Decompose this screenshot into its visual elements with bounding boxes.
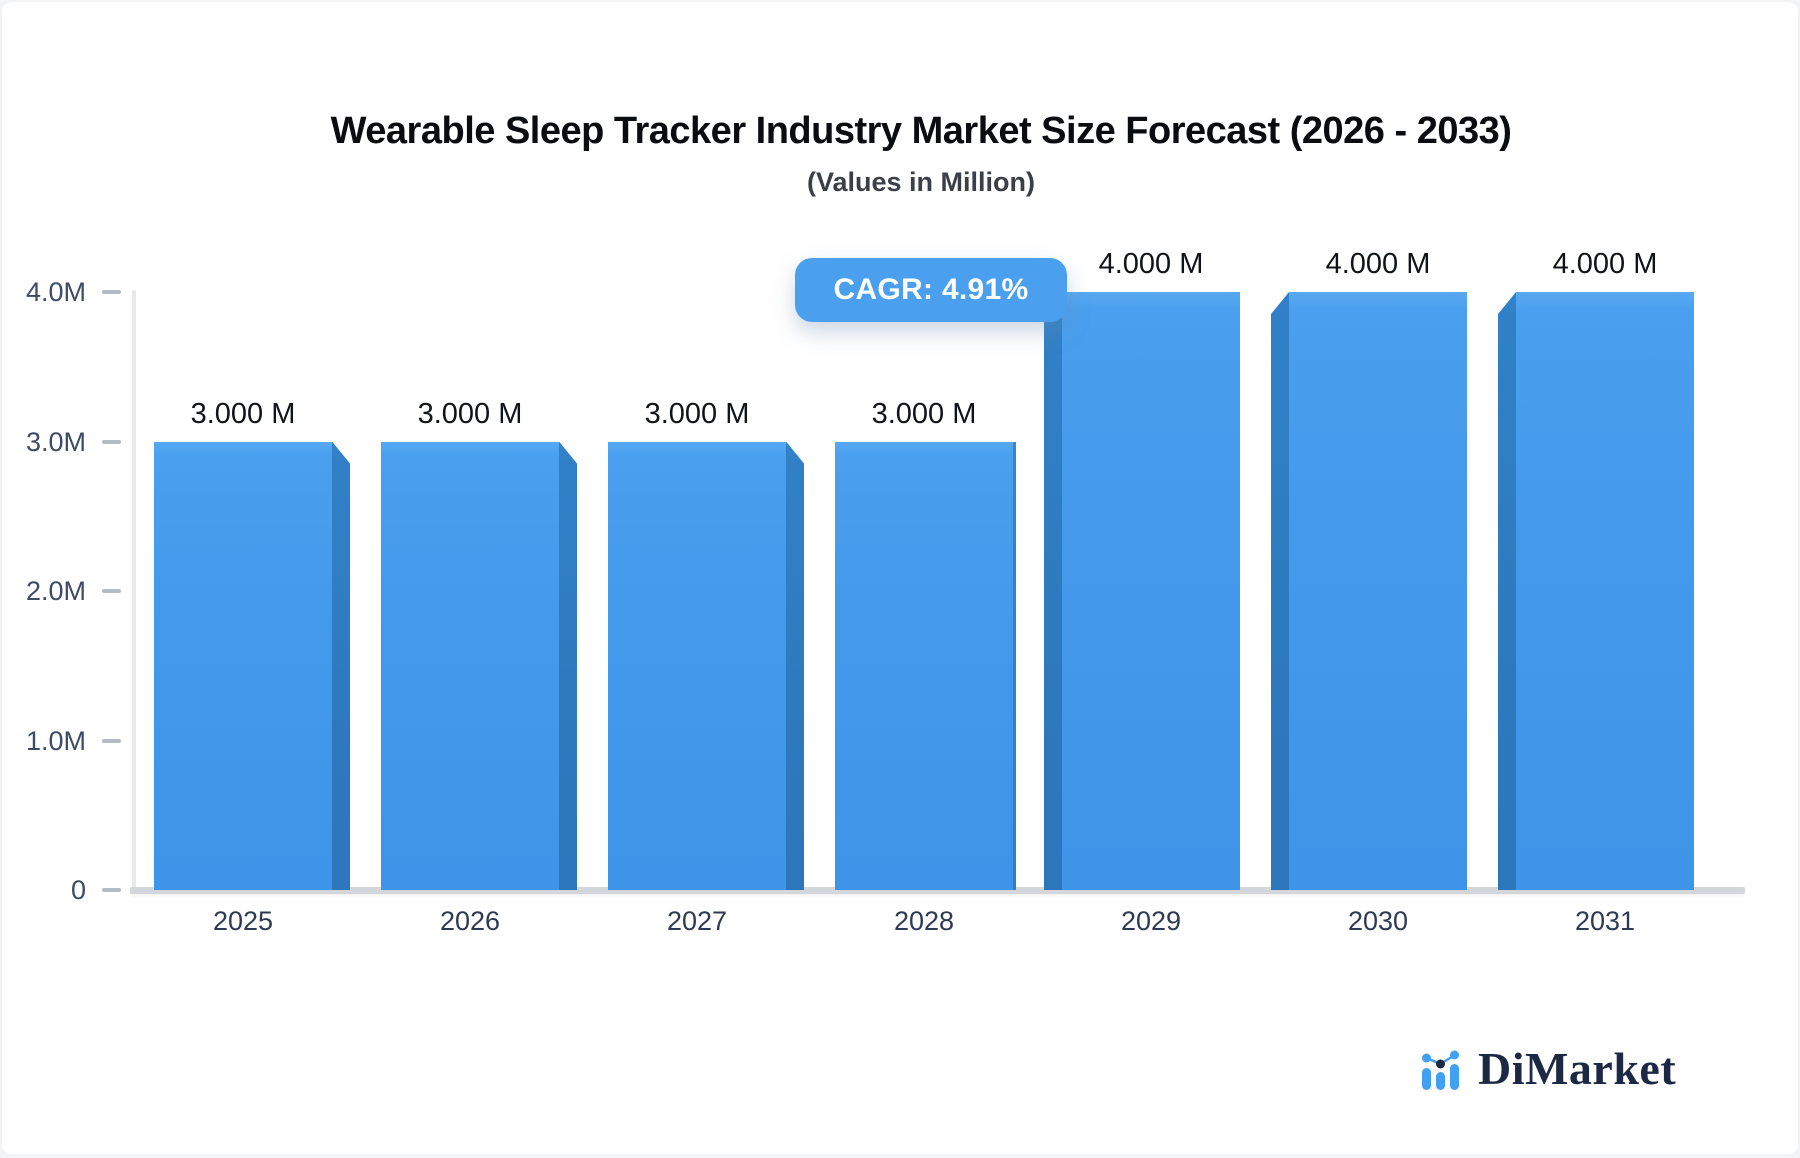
x-axis-label: 2027: [666, 906, 728, 936]
x-axis-label: 2029: [1120, 906, 1182, 936]
bar-value-label: 4.000 M: [1098, 248, 1204, 280]
bar-face: [835, 441, 1016, 890]
y-tick-mark: [102, 290, 121, 294]
cagr-badge: CAGR: 4.91%: [795, 258, 1067, 322]
bar-2031: [1498, 292, 1694, 890]
y-tick-label: 4.0M: [25, 277, 86, 307]
bar-2030: [1271, 292, 1467, 890]
x-axis-label: 2031: [1574, 906, 1636, 936]
y-tick-label: 2.0M: [25, 576, 86, 606]
bar-3d-side: [1498, 292, 1516, 890]
bar-3d-side: [1271, 292, 1289, 890]
dimarket-logo: DiMarket: [1416, 1042, 1716, 1094]
bar-value-label: 3.000 M: [190, 397, 296, 430]
cagr-badge-label: CAGR: 4.91%: [833, 273, 1029, 306]
bar-2028: [835, 441, 1016, 890]
chart-header: Wearable Sleep Tracker Industry Market S…: [44, 2, 1798, 197]
bar-2029: [1044, 292, 1240, 890]
logo-text: DiMarket: [1478, 1043, 1677, 1094]
y-tick-mark: [102, 439, 121, 444]
x-axis-label: 2025: [212, 906, 274, 936]
chart-subtitle: (Values in Million): [806, 167, 1036, 197]
x-axis-baseline: [130, 887, 1745, 894]
bar-2027: [608, 441, 804, 890]
bar-value-label: 3.000 M: [417, 397, 523, 430]
y-axis-line: [132, 290, 136, 894]
bar-face: [608, 441, 786, 890]
x-axis-label: 2030: [1347, 906, 1409, 936]
bar-face: [381, 441, 559, 890]
bar-face: [1516, 292, 1694, 890]
y-tick-label: 0: [70, 875, 86, 905]
y-tick-mark: [102, 888, 121, 892]
y-tick-mark: [102, 589, 121, 593]
bar-value-label: 4.000 M: [1325, 248, 1431, 280]
x-axis-label: 2028: [893, 906, 955, 936]
bar-value-label: 3.000 M: [644, 397, 750, 430]
logo-chart-icon: [1422, 1050, 1459, 1090]
bar-3d-side: [786, 441, 804, 890]
bar-3d-side: [1044, 292, 1062, 890]
y-tick-label: 1.0M: [25, 725, 86, 756]
x-axis-label: 2026: [439, 906, 501, 936]
page-title: Wearable Sleep Tracker Industry Market S…: [330, 110, 1512, 152]
bar-3d-side: [332, 441, 350, 890]
y-tick-mark: [102, 738, 121, 743]
bar-3d-side: [559, 441, 577, 890]
bar-2025: [154, 441, 350, 890]
bar-face: [154, 441, 332, 890]
bar-face: [1062, 292, 1240, 890]
bar-value-label: 3.000 M: [871, 397, 977, 430]
bar-value-label: 4.000 M: [1552, 248, 1658, 280]
bar-2026: [381, 441, 577, 890]
bar-face: [1289, 292, 1467, 890]
y-tick-label: 3.0M: [25, 426, 86, 457]
